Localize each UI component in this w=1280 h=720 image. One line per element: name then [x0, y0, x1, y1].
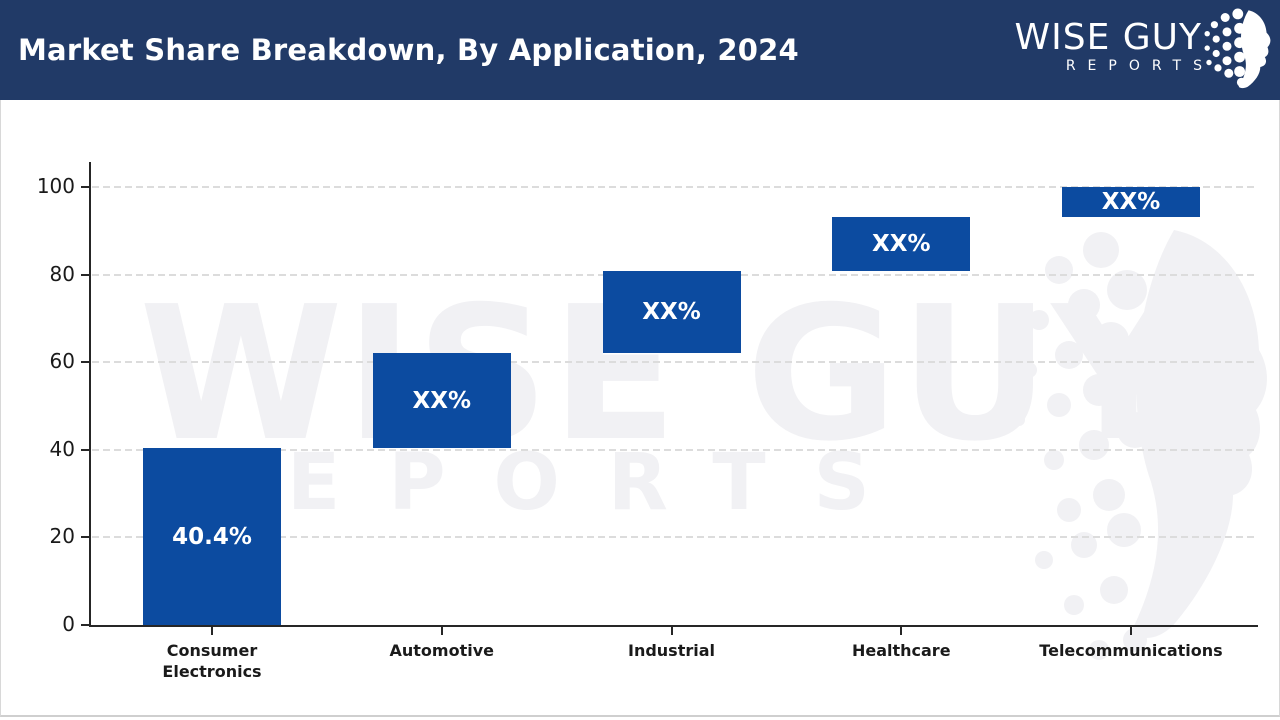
brand-logo-subtitle: REPORTS [1065, 58, 1214, 74]
y-tick-60 [81, 361, 89, 364]
brand-logo: WISE GUY REPORTS [1014, 17, 1203, 75]
x-tick-label-telecommunications: Telecommunications [1039, 641, 1223, 660]
y-axis-spine [89, 162, 91, 627]
y-tick-0 [81, 624, 89, 626]
bar-healthcare [832, 216, 971, 271]
y-tick-100 [81, 186, 89, 188]
dotted-head-profile-watermark [1013, 230, 1267, 660]
y-tick-20 [81, 536, 89, 539]
x-tick-label-healthcare: Healthcare [851, 641, 951, 660]
bar-value-label-consumer-electronics: 40.4% [172, 523, 252, 550]
page-title: Market Share Breakdown, By Application, … [18, 33, 799, 67]
bar-value-label-automotive: XX% [412, 387, 471, 414]
x-tick-0 [211, 627, 213, 635]
header-bar: Market Share Breakdown, By Application, … [0, 0, 1280, 100]
plot-area: 0 20 40 60 80 100 40.4% XX% XX% XX% XX% Consumer … [1, 100, 1279, 715]
gridline-100 [92, 186, 1257, 188]
x-tick-3 [900, 627, 903, 635]
chart-canvas: WISE GUY REPORTS 0 20 40 60 80 100 40.4% XX% XX… [0, 100, 1280, 717]
y-tick-label-80: 80 [49, 261, 75, 286]
x-tick-4 [1130, 627, 1132, 635]
gridline-20 [92, 536, 1257, 539]
y-tick-80 [81, 273, 89, 276]
bar-value-label-industrial: XX% [642, 298, 701, 325]
y-tick-label-40: 40 [49, 436, 75, 461]
bar-value-label-healthcare: XX% [871, 230, 931, 257]
brand-logo-name: WISE GUY [1014, 17, 1202, 58]
bar-value-label-telecommunications: XX% [1101, 188, 1161, 215]
dotted-head-profile-icon [1204, 8, 1271, 89]
y-tick-label-100: 100 [36, 174, 75, 198]
x-tick-1 [440, 627, 443, 635]
y-tick-label-20: 20 [49, 524, 75, 549]
gridline-60 [92, 361, 1257, 364]
x-axis-spine [89, 625, 1258, 627]
x-tick-label-consumer-electronics: Consumer Electronics [162, 641, 262, 681]
bar-industrial [602, 270, 741, 353]
watermark-subtext: REPORTS [179, 438, 918, 528]
bar-telecommunications [1062, 187, 1200, 217]
x-tick-label-automotive: Automotive [389, 641, 495, 660]
bar-consumer-electronics [143, 448, 281, 625]
y-tick-40 [81, 448, 89, 451]
bar-automotive [372, 353, 511, 449]
x-tick-label-industrial: Industrial [627, 641, 715, 660]
x-tick-2 [670, 627, 673, 635]
gridline-40 [92, 448, 1257, 451]
y-tick-label-0: 0 [62, 612, 75, 636]
y-tick-label-60: 60 [49, 349, 75, 374]
